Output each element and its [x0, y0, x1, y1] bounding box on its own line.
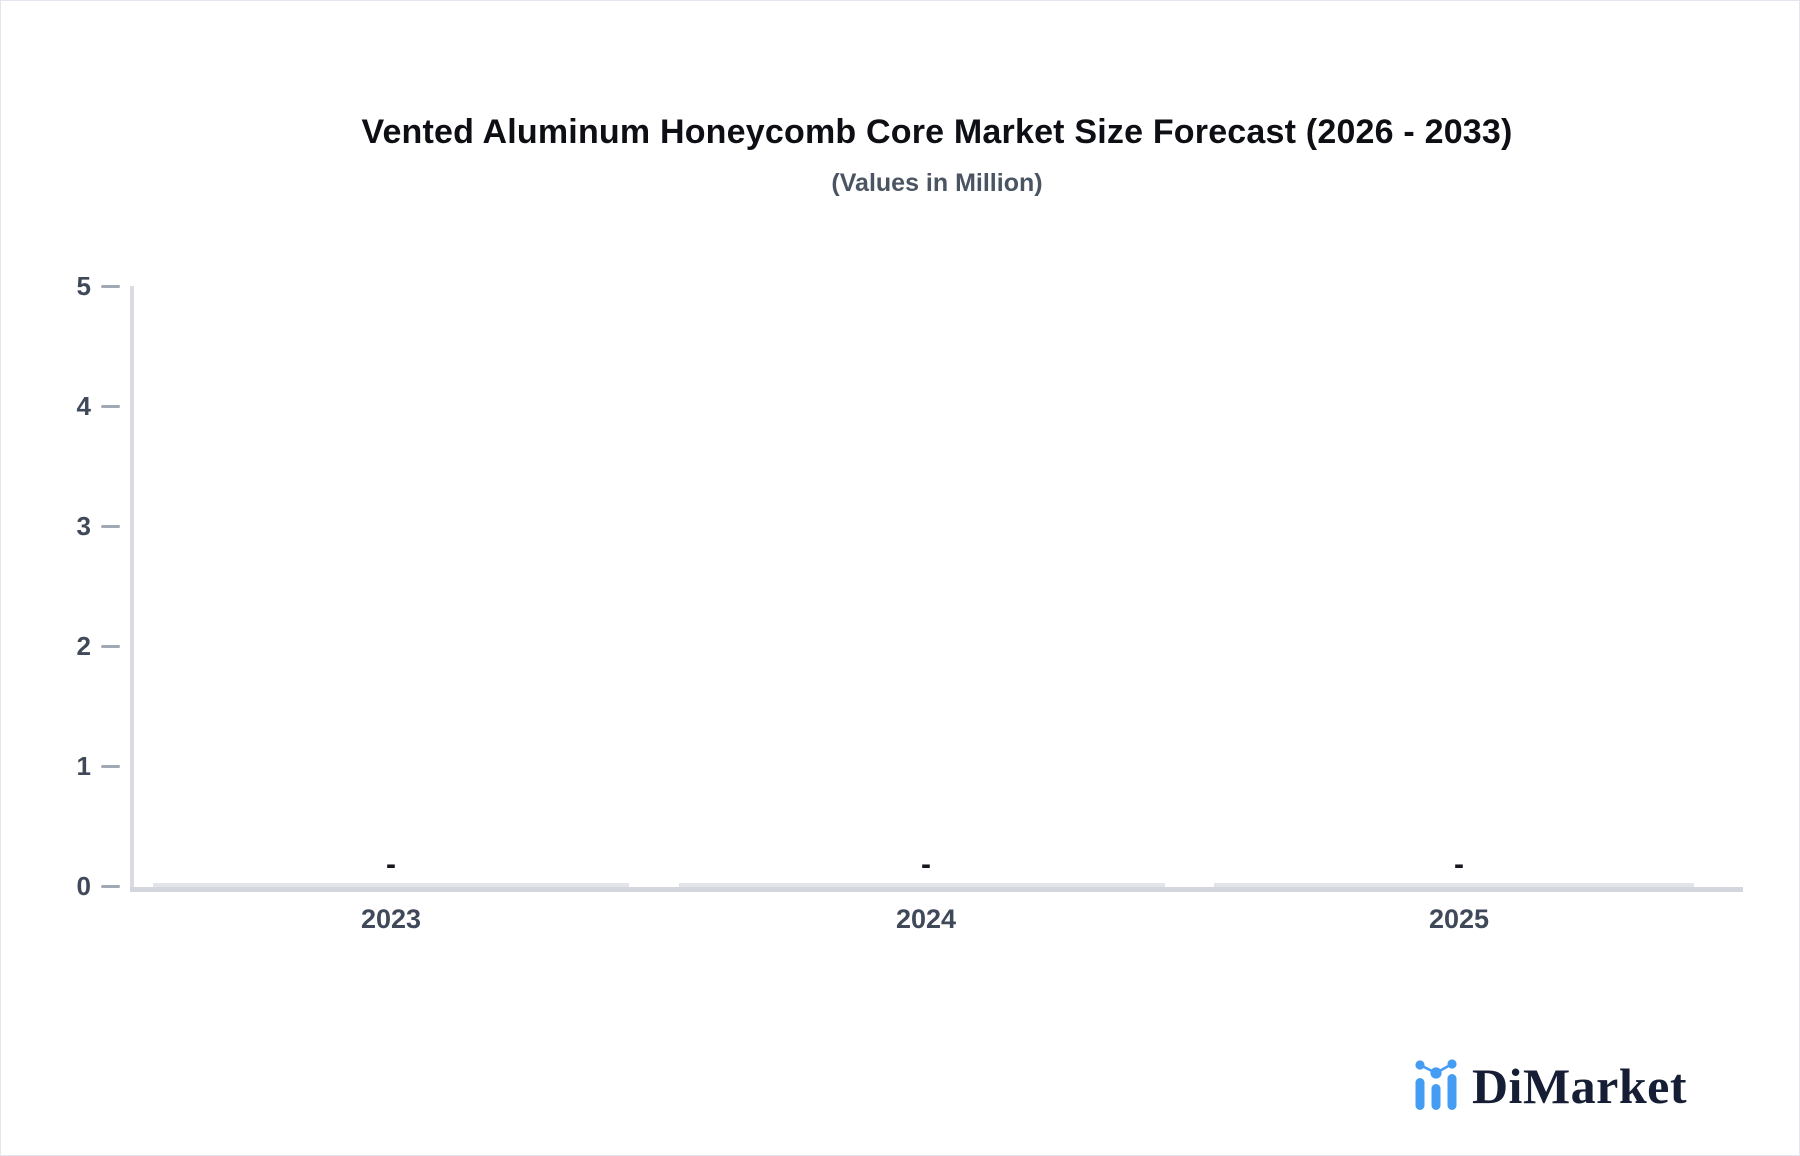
x-axis-label-2023: 2023	[360, 904, 422, 934]
y-axis-tick-label: 3	[76, 511, 91, 541]
value-label-2024: -	[921, 848, 931, 881]
y-axis-tick-mark	[101, 765, 120, 768]
value-label-2025: -	[1454, 848, 1464, 881]
y-axis-tick-label: 5	[76, 271, 91, 301]
y-axis-tick-mark	[101, 525, 120, 528]
y-axis-line	[130, 286, 134, 892]
y-axis-tick-mark	[101, 885, 120, 888]
y-axis-tick-mark	[101, 645, 120, 648]
brand-name: DiMarket	[1471, 1058, 1687, 1114]
x-axis-label-2024: 2024	[895, 904, 957, 934]
y-axis-tick-mark	[101, 405, 120, 408]
bar-2023	[153, 883, 629, 887]
x-axis-baseline	[130, 887, 1743, 892]
dimarket-logo: DiMarket	[1413, 1057, 1687, 1111]
y-axis-tick-label: 1	[76, 751, 91, 781]
chart-title: Vented Aluminum Honeycomb Core Market Si…	[361, 113, 1513, 151]
bar-2024	[679, 883, 1165, 887]
x-axis-label-2025: 2025	[1428, 904, 1490, 934]
y-axis-tick-mark	[101, 285, 120, 288]
chart-subtitle: (Values in Million)	[831, 169, 1043, 197]
value-label-2023: -	[386, 848, 396, 881]
bar-2025	[1214, 883, 1694, 887]
y-axis-tick-label: 4	[76, 391, 91, 421]
bar-chart-trend-icon	[1413, 1057, 1459, 1111]
y-axis-tick-label: 2	[76, 631, 91, 661]
y-axis-tick-label: 0	[76, 871, 91, 901]
